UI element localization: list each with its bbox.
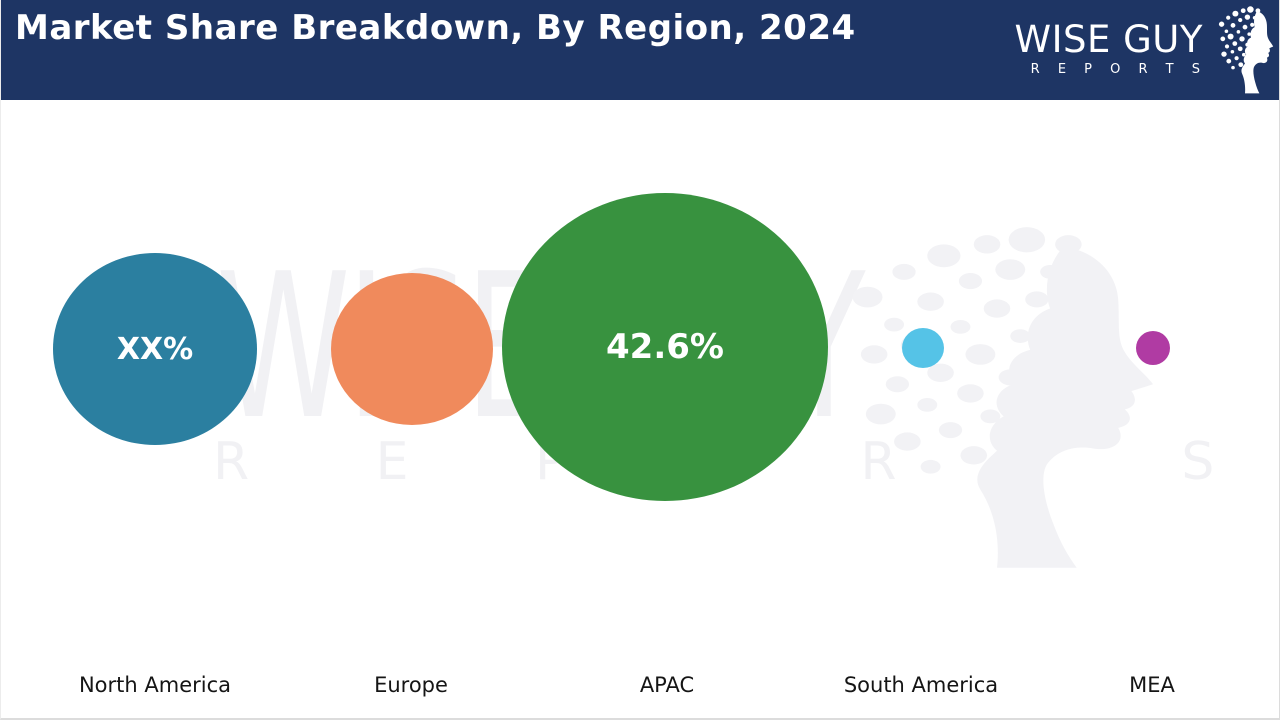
bubble-value-north-america: XX% (116, 331, 194, 367)
header-bar: Market Share Breakdown, By Region, 2024 … (1, 0, 1279, 100)
category-label-mea: MEA (1129, 673, 1175, 697)
category-label-europe: Europe (374, 673, 448, 697)
bubble-south-america (902, 328, 944, 368)
bubble-europe (331, 273, 493, 425)
wise-guy-face-icon (1218, 6, 1274, 94)
bubble-chart: WISE GUY R E P O R T S XX% 42.6% North A… (1, 100, 1279, 718)
bubble-north-america: XX% (53, 253, 257, 445)
logo-wordmark: WISE GUY (1014, 18, 1203, 61)
category-label-north-america: North America (78, 673, 232, 697)
wise-guy-logo: WISE GUY R E P O R T S (1011, 0, 1279, 100)
category-label-south-america: South America (843, 673, 999, 697)
bubble-value-apac: 42.6% (606, 327, 724, 367)
bubble-mea (1136, 331, 1170, 365)
logo-reports-text: R E P O R T S (1030, 62, 1207, 77)
bubble-apac: 42.6% (502, 193, 828, 501)
watermark-face-icon (852, 227, 1154, 568)
category-label-apac: APAC (639, 673, 695, 697)
page-title: Market Share Breakdown, By Region, 2024 (15, 8, 856, 48)
